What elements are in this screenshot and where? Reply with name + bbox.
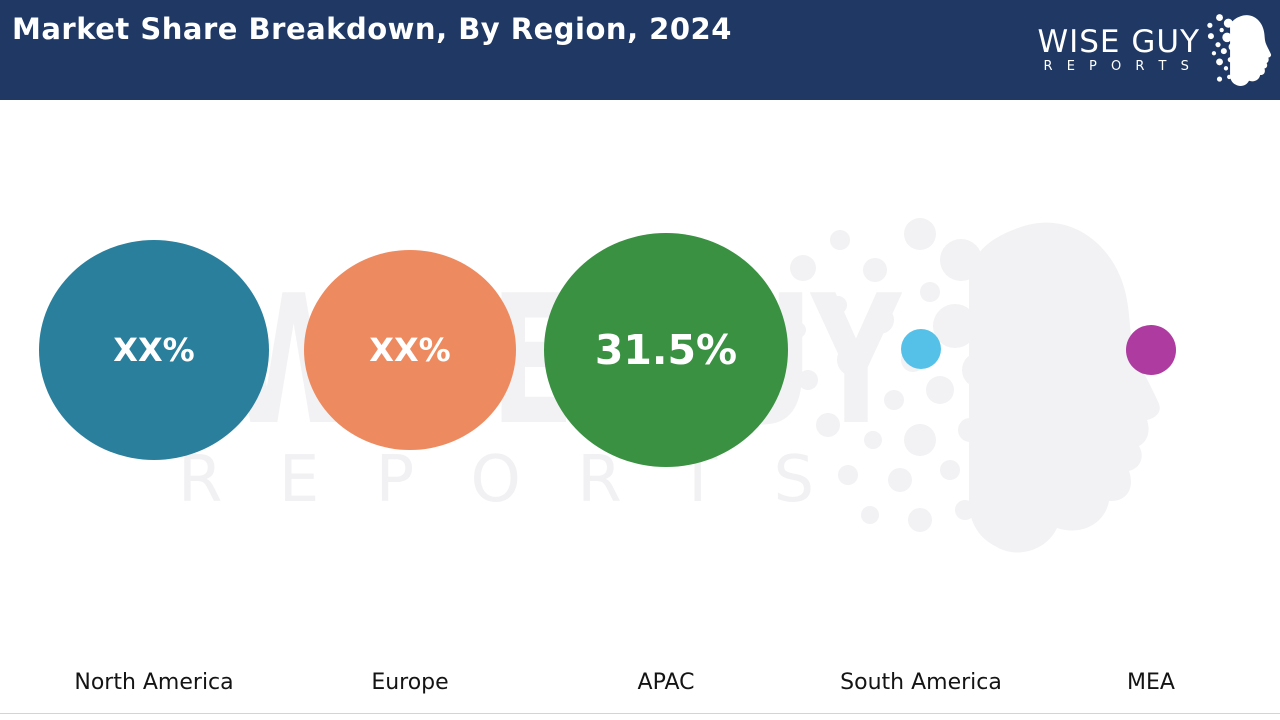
wiseguy-logo: WISE GUY R E P O R T S bbox=[1037, 8, 1274, 90]
logo-wordmark: WISE GUY bbox=[1037, 23, 1200, 60]
bubble-mea bbox=[1126, 325, 1176, 375]
watermark-reports-text: R E P O R T S bbox=[178, 443, 833, 517]
chart-baseline bbox=[0, 713, 1280, 714]
category-label-mea: MEA bbox=[1127, 670, 1175, 695]
bubble-value: 31.5% bbox=[594, 326, 738, 374]
bubble-south-america bbox=[901, 329, 941, 369]
bubble-apac: 31.5% bbox=[544, 233, 788, 467]
watermark-head-icon bbox=[790, 218, 1160, 553]
logo-reports-text: R E P O R T S bbox=[1043, 59, 1194, 75]
page-title: Market Share Breakdown, By Region, 2024 bbox=[12, 12, 732, 46]
category-label-europe: Europe bbox=[371, 670, 449, 695]
wiseguy-logo-text: WISE GUY R E P O R T S bbox=[1037, 25, 1200, 73]
header: Market Share Breakdown, By Region, 2024 … bbox=[0, 0, 1280, 100]
bubble-value: XX% bbox=[113, 331, 195, 369]
category-label-north-america: North America bbox=[74, 670, 234, 695]
category-label-south-america: South America bbox=[840, 670, 1002, 695]
bubble-north-america: XX% bbox=[39, 240, 269, 460]
bubble-europe: XX% bbox=[304, 250, 516, 450]
bubble-value: XX% bbox=[369, 331, 451, 369]
category-label-apac: APAC bbox=[637, 670, 695, 695]
wiseguy-head-icon bbox=[1207, 14, 1272, 87]
